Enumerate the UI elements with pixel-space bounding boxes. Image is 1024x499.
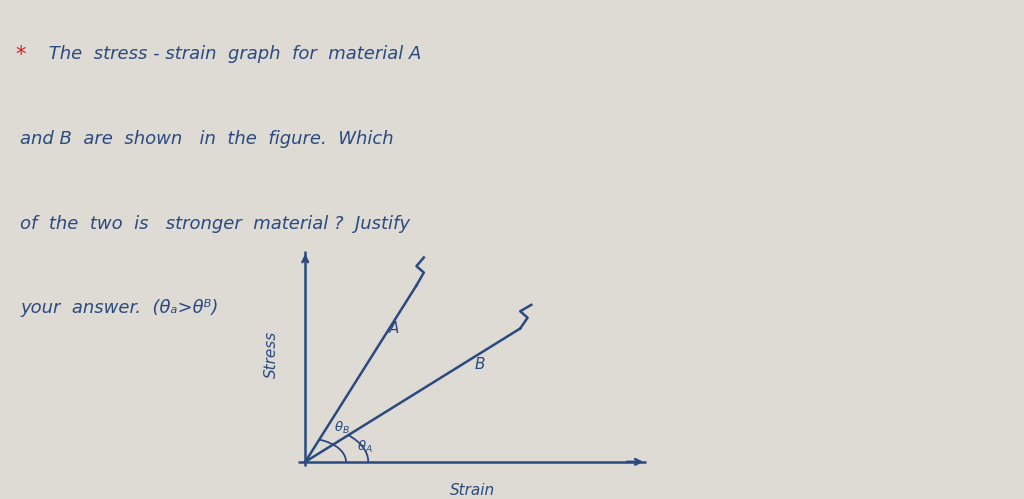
Text: Stress: Stress — [264, 331, 280, 378]
Text: and B  are  shown   in  the  figure.  Which: and B are shown in the figure. Which — [20, 130, 394, 148]
Text: of  the  two  is   stronger  material ?  Justify: of the two is stronger material ? Justif… — [20, 215, 411, 233]
Text: your  answer.  (θₐ>θᴮ): your answer. (θₐ>θᴮ) — [20, 299, 219, 317]
Text: $\theta_B$: $\theta_B$ — [335, 420, 350, 436]
Text: B: B — [474, 357, 484, 372]
Text: *: * — [15, 45, 26, 65]
Text: The  stress - strain  graph  for  material A: The stress - strain graph for material A — [43, 45, 422, 63]
Text: Strain: Strain — [450, 484, 495, 499]
Text: $\theta_A$: $\theta_A$ — [356, 439, 373, 455]
Text: A: A — [389, 321, 399, 336]
